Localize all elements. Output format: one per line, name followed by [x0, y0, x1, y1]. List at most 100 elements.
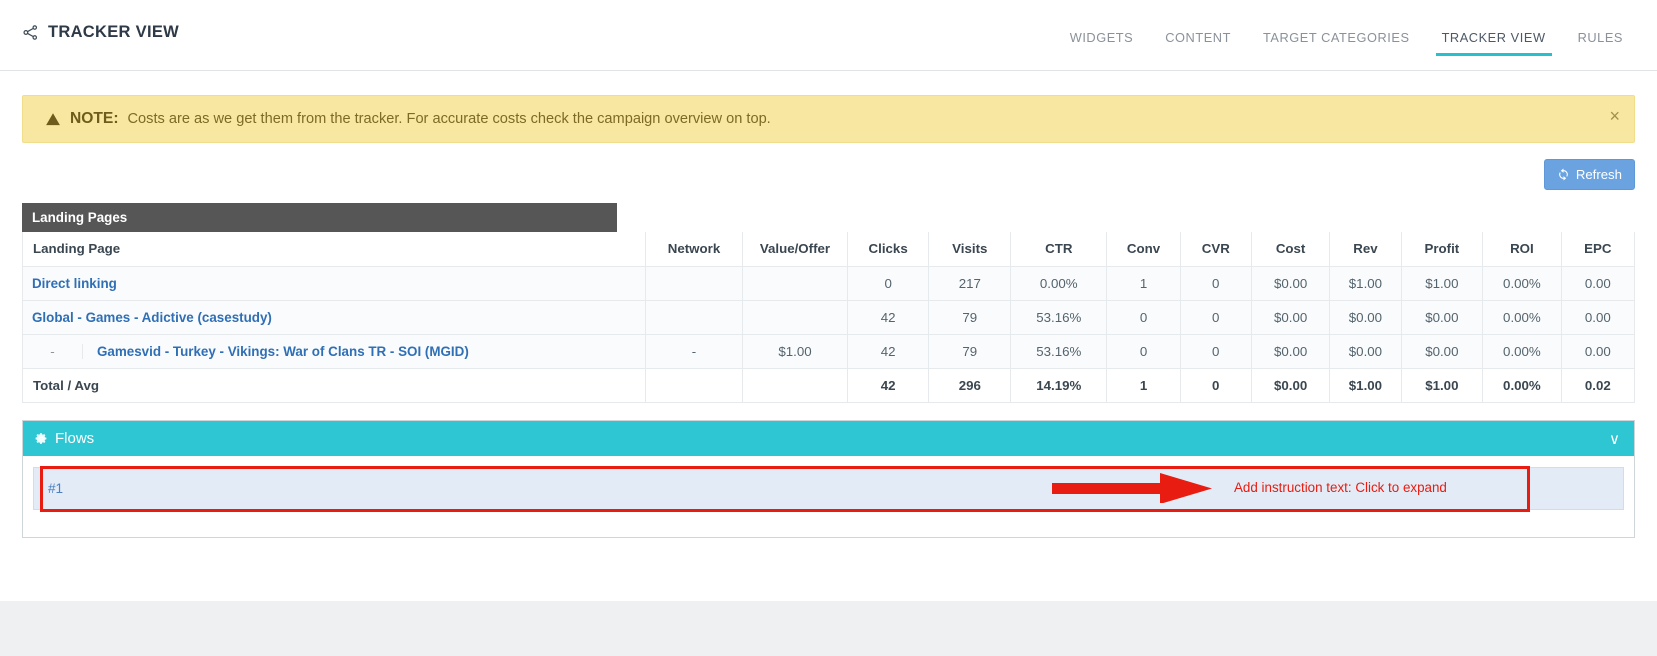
row-landing-page: Global - Games - Adictive (casestudy) — [22, 299, 646, 335]
total-visits: 296 — [928, 367, 1012, 403]
row-epc: 0.00 — [1560, 333, 1636, 369]
note-alert-content: NOTE: Costs are as we get them from the … — [45, 110, 771, 128]
tab-target-categories-label: TARGET CATEGORIES — [1262, 30, 1410, 45]
tab-rules-label: RULES — [1577, 30, 1623, 45]
tab-content-label: CONTENT — [1165, 30, 1231, 45]
row-network — [644, 265, 744, 301]
total-label: Total / Avg — [22, 367, 646, 403]
row-roi: 0.00% — [1482, 333, 1562, 369]
col-conv[interactable]: Conv — [1106, 232, 1181, 267]
col-visits[interactable]: Visits — [928, 232, 1012, 267]
row-clicks: 42 — [846, 333, 930, 369]
total-ctr: 14.19% — [1010, 367, 1108, 403]
row-epc: 0.00 — [1560, 265, 1636, 301]
total-value-offer — [742, 367, 848, 403]
col-landing-page[interactable]: Landing Page — [22, 232, 646, 267]
col-network[interactable]: Network — [644, 232, 744, 267]
tab-bar: WIDGETS CONTENT TARGET CATEGORIES TRACKE… — [1054, 26, 1639, 62]
col-profit[interactable]: Profit — [1400, 232, 1484, 267]
col-cost[interactable]: Cost — [1250, 232, 1331, 267]
landing-pages-panel: Landing Pages — [22, 203, 1636, 403]
table-header-row: Landing Page Network Value/Offer Clicks … — [22, 232, 1636, 267]
row-profit: $1.00 — [1400, 265, 1484, 301]
row-profit: $0.00 — [1400, 299, 1484, 335]
tab-target-categories[interactable]: TARGET CATEGORIES — [1247, 26, 1426, 62]
refresh-button-label: Refresh — [1575, 167, 1622, 182]
row-value-offer — [742, 265, 848, 301]
landing-pages-panel-title: Landing Pages — [22, 203, 617, 232]
row-rev: $0.00 — [1329, 333, 1402, 369]
page-body: NOTE: Costs are as we get them from the … — [0, 71, 1657, 656]
landing-page-link[interactable]: Global - Games - Adictive (casestudy) — [32, 309, 272, 325]
row-rev: $1.00 — [1329, 265, 1402, 301]
row-value-offer: $1.00 — [742, 333, 848, 369]
landing-page-link[interactable]: Direct linking — [32, 275, 117, 291]
col-epc[interactable]: EPC — [1560, 232, 1636, 267]
share-network-icon — [22, 24, 39, 41]
flows-panel-body: #1 — [23, 456, 1634, 522]
row-network: - — [644, 333, 744, 369]
page-title-text: TRACKER VIEW — [48, 23, 180, 41]
refresh-icon — [1557, 168, 1570, 181]
row-visits: 217 — [928, 265, 1012, 301]
flow-item-label: #1 — [48, 481, 64, 496]
row-landing-page: Direct linking — [22, 265, 646, 301]
tab-widgets[interactable]: WIDGETS — [1054, 26, 1150, 62]
tab-tracker-view-label: TRACKER VIEW — [1441, 30, 1546, 45]
total-profit: $1.00 — [1400, 367, 1484, 403]
top-bar: TRACKER VIEW WIDGETS CONTENT TARGET CATE… — [0, 0, 1657, 71]
row-ctr: 53.16% — [1010, 299, 1108, 335]
row-ctr: 53.16% — [1010, 333, 1108, 369]
close-icon[interactable]: × — [1609, 106, 1620, 126]
col-value-offer[interactable]: Value/Offer — [742, 232, 848, 267]
col-roi[interactable]: ROI — [1482, 232, 1562, 267]
flows-panel-header[interactable]: Flows ∨ — [23, 421, 1634, 456]
row-conv: 0 — [1106, 333, 1181, 369]
flows-panel: Flows ∨ #1 — [22, 420, 1635, 538]
offer-link[interactable]: Gamesvid - Turkey - Vikings: War of Clan… — [97, 343, 469, 359]
row-roi: 0.00% — [1482, 265, 1562, 301]
tab-widgets-label: WIDGETS — [1069, 30, 1134, 45]
tab-rules[interactable]: RULES — [1562, 26, 1639, 62]
col-clicks[interactable]: Clicks — [846, 232, 930, 267]
total-cvr: 0 — [1179, 367, 1252, 403]
row-landing-page-nested: - Gamesvid - Turkey - Vikings: War of Cl… — [22, 333, 646, 369]
tab-content[interactable]: CONTENT — [1149, 26, 1247, 62]
row-cvr: 0 — [1179, 333, 1252, 369]
note-alert-text: Costs are as we get them from the tracke… — [127, 111, 771, 127]
landing-pages-table: Landing Page Network Value/Offer Clicks … — [22, 232, 1636, 403]
note-alert-label: NOTE: — [70, 110, 119, 127]
page-title: TRACKER VIEW — [22, 23, 179, 42]
table-row: Direct linking 0 217 0.00% 1 0 $0.00 $1.… — [22, 265, 1636, 301]
row-rev: $0.00 — [1329, 299, 1402, 335]
note-alert: NOTE: Costs are as we get them from the … — [22, 95, 1635, 143]
row-cost: $0.00 — [1250, 265, 1331, 301]
row-visits: 79 — [928, 299, 1012, 335]
nest-marker: - — [23, 343, 83, 359]
row-network — [644, 299, 744, 335]
row-ctr: 0.00% — [1010, 265, 1108, 301]
col-ctr[interactable]: CTR — [1010, 232, 1108, 267]
total-conv: 1 — [1106, 367, 1181, 403]
table-total-row: Total / Avg 42 296 14.19% 1 0 $0.00 $1.0… — [22, 367, 1636, 403]
refresh-button[interactable]: Refresh — [1543, 159, 1635, 190]
nested-offer-cell: - Gamesvid - Turkey - Vikings: War of Cl… — [23, 343, 644, 359]
col-cvr[interactable]: CVR — [1179, 232, 1252, 267]
row-profit: $0.00 — [1400, 333, 1484, 369]
flow-item-1[interactable]: #1 — [33, 467, 1624, 510]
total-rev: $1.00 — [1329, 367, 1402, 403]
row-cost: $0.00 — [1250, 333, 1331, 369]
row-cost: $0.00 — [1250, 299, 1331, 335]
footer-strip — [0, 601, 1657, 656]
row-conv: 1 — [1106, 265, 1181, 301]
total-network — [644, 367, 744, 403]
chevron-down-icon[interactable]: ∨ — [1609, 430, 1620, 448]
warning-triangle-icon — [45, 112, 61, 127]
table-row: Global - Games - Adictive (casestudy) 42… — [22, 299, 1636, 335]
row-clicks: 42 — [846, 299, 930, 335]
row-epc: 0.00 — [1560, 299, 1636, 335]
row-clicks: 0 — [846, 265, 930, 301]
col-rev[interactable]: Rev — [1329, 232, 1402, 267]
tab-tracker-view[interactable]: TRACKER VIEW — [1426, 26, 1562, 62]
flows-panel-title: Flows — [55, 430, 95, 447]
